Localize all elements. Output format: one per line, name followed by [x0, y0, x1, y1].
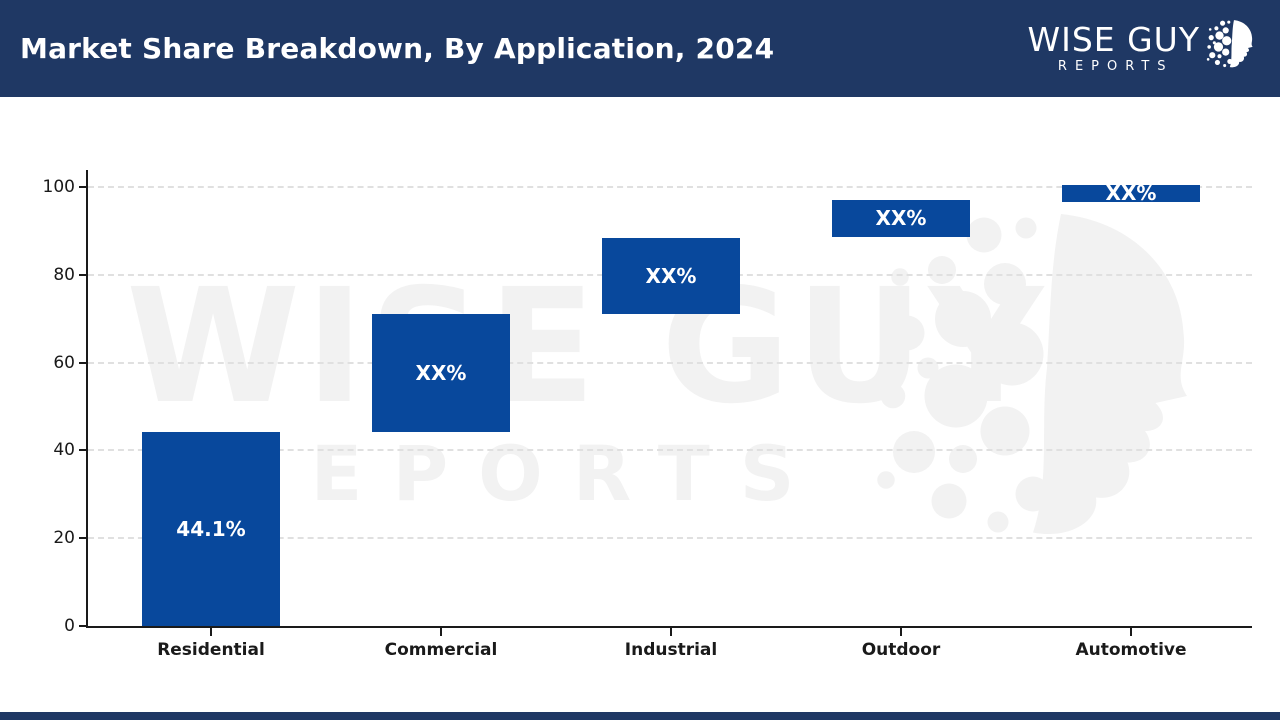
x-axis-spine: [86, 626, 1252, 628]
y-tick-label: 60: [53, 352, 75, 373]
footer-bar: [0, 712, 1280, 720]
y-tick-mark: [79, 449, 87, 452]
x-category-label: Automotive: [1075, 640, 1187, 660]
x-tick-mark: [1130, 628, 1132, 636]
y-tick-mark: [79, 186, 87, 188]
logo-wordmark: WISE GUY: [1027, 19, 1200, 59]
bar-value-label: XX%: [415, 361, 467, 386]
y-tick-label: 40: [53, 440, 75, 461]
wiseguy-logo: WISE GUY REPORTS: [1027, 9, 1266, 89]
watermark-head-icon: [858, 196, 1278, 624]
x-category-label: Commercial: [384, 640, 498, 660]
bar-value-label: XX%: [1105, 181, 1157, 206]
x-tick-mark: [210, 628, 212, 636]
header-bar: Market Share Breakdown, By Application, …: [0, 0, 1280, 97]
page-title: Market Share Breakdown, By Application, …: [20, 32, 775, 65]
y-tick-label: 0: [64, 616, 75, 636]
y-tick-label: 100: [42, 177, 75, 197]
y-gridline: [88, 361, 1252, 364]
x-tick-mark: [900, 628, 902, 636]
bar-value-label: XX%: [875, 206, 927, 231]
y-axis-spine: [86, 170, 88, 628]
bar-industrial: XX%: [602, 237, 740, 315]
bar-value-label: XX%: [645, 264, 697, 289]
bar-automotive: XX%: [1062, 181, 1200, 206]
bar-commercial: XX%: [372, 314, 510, 433]
x-tick-mark: [670, 628, 672, 636]
y-gridline: [88, 186, 1252, 188]
x-category-label: Residential: [157, 640, 265, 660]
watermark-subtitle: REPORTS: [222, 429, 825, 518]
y-tick-mark: [79, 537, 87, 540]
x-category-label: Industrial: [624, 640, 718, 660]
x-tick-mark: [440, 628, 442, 636]
y-gridline: [88, 449, 1252, 452]
y-gridline: [88, 537, 1252, 540]
x-category-label: Outdoor: [861, 640, 941, 660]
bar-residential: 44.1%: [142, 432, 280, 626]
wiseguy-logo-text: WISE GUY REPORTS: [1027, 19, 1200, 75]
logo-subtitle: REPORTS: [1057, 59, 1174, 75]
y-tick-label: 20: [53, 528, 75, 549]
wiseguy-head-icon: [1204, 9, 1266, 89]
y-tick-mark: [79, 361, 87, 364]
bar-value-label: 44.1%: [176, 517, 246, 542]
y-tick-mark: [79, 273, 87, 276]
bar-outdoor: XX%: [832, 199, 970, 238]
y-tick-label: 80: [53, 264, 75, 285]
y-tick-mark: [79, 625, 87, 627]
